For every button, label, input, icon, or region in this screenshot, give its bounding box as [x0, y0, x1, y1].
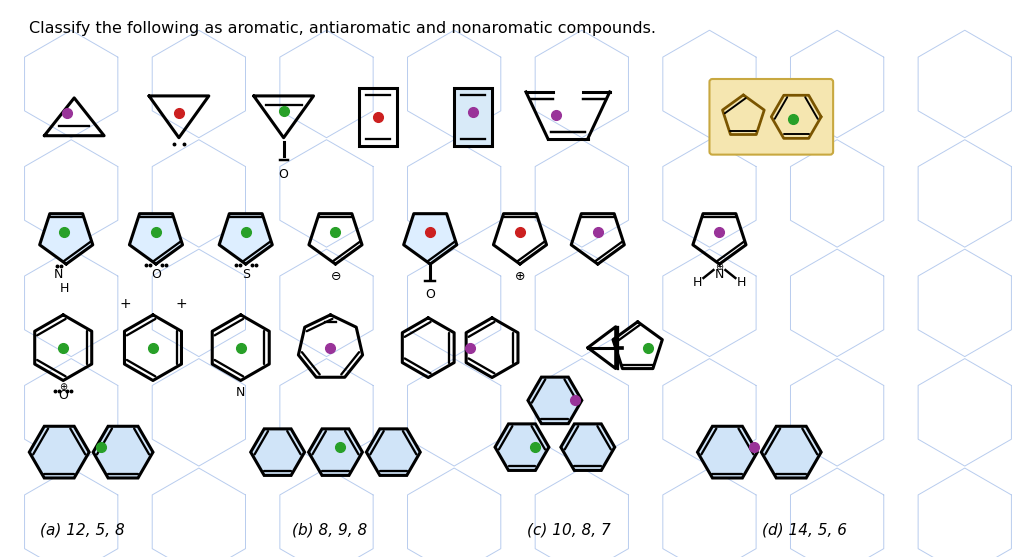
Polygon shape	[30, 426, 89, 478]
Polygon shape	[251, 429, 304, 475]
Text: O: O	[425, 288, 435, 301]
Polygon shape	[697, 426, 758, 478]
Polygon shape	[403, 214, 457, 264]
Text: O: O	[279, 167, 289, 181]
Polygon shape	[528, 377, 582, 424]
Text: $\ominus$: $\ominus$	[330, 270, 341, 283]
Polygon shape	[129, 214, 182, 264]
Text: N: N	[715, 268, 724, 281]
Bar	[359, 88, 397, 146]
Polygon shape	[495, 424, 549, 470]
Text: Classify the following as aromatic, antiaromatic and nonaromatic compounds.: Classify the following as aromatic, anti…	[30, 21, 656, 36]
FancyBboxPatch shape	[710, 79, 834, 155]
Text: (a) 12, 5, 8: (a) 12, 5, 8	[40, 522, 125, 537]
Polygon shape	[219, 214, 272, 264]
Polygon shape	[308, 429, 362, 475]
Text: O: O	[58, 389, 69, 402]
Text: O: O	[151, 268, 161, 281]
Text: +: +	[119, 297, 131, 311]
Text: N: N	[237, 387, 246, 400]
Text: (b) 8, 9, 8: (b) 8, 9, 8	[293, 522, 368, 537]
Polygon shape	[761, 426, 821, 478]
Text: $\oplus$: $\oplus$	[715, 261, 724, 272]
Text: N: N	[54, 268, 63, 281]
Bar	[455, 88, 493, 146]
Text: S: S	[242, 268, 250, 281]
Text: +: +	[175, 297, 186, 311]
Polygon shape	[367, 429, 420, 475]
Polygon shape	[561, 424, 614, 470]
Text: (d) 14, 5, 6: (d) 14, 5, 6	[762, 522, 847, 537]
Polygon shape	[40, 214, 93, 264]
Text: (c) 10, 8, 7: (c) 10, 8, 7	[527, 522, 611, 537]
Polygon shape	[93, 426, 153, 478]
Text: $\oplus$: $\oplus$	[514, 270, 525, 283]
Text: H: H	[59, 282, 69, 295]
Text: H: H	[736, 276, 746, 289]
Text: $\oplus$: $\oplus$	[58, 382, 68, 392]
Text: H: H	[693, 276, 702, 289]
